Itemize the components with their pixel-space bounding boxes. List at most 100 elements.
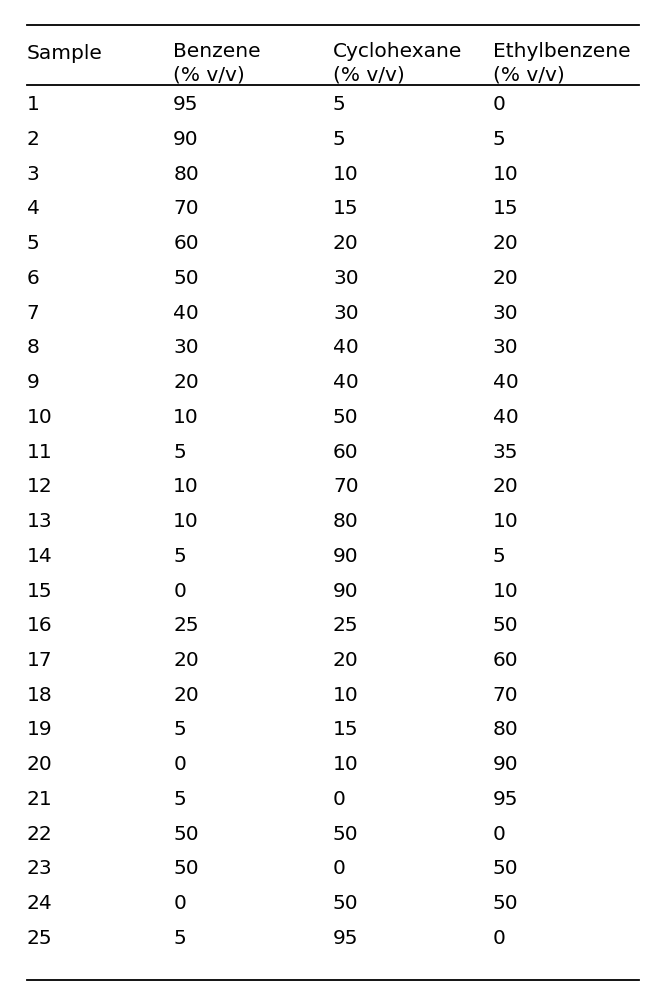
Text: 10: 10 <box>333 755 359 774</box>
Text: 20: 20 <box>27 755 53 774</box>
Text: 0: 0 <box>173 755 186 774</box>
Text: 1: 1 <box>27 95 39 115</box>
Text: 5: 5 <box>333 95 346 115</box>
Text: Benzene: Benzene <box>173 42 261 61</box>
Text: 40: 40 <box>333 373 359 392</box>
Text: 0: 0 <box>333 789 346 809</box>
Text: 90: 90 <box>333 547 358 566</box>
Text: 90: 90 <box>173 130 198 149</box>
Text: 5: 5 <box>493 547 505 566</box>
Text: 5: 5 <box>27 235 39 253</box>
Text: 5: 5 <box>173 929 186 948</box>
Text: 50: 50 <box>333 824 358 843</box>
Text: 95: 95 <box>493 789 518 809</box>
Text: 18: 18 <box>27 686 53 705</box>
Text: 10: 10 <box>333 165 359 184</box>
Text: 25: 25 <box>27 929 52 948</box>
Text: 90: 90 <box>333 582 358 601</box>
Text: 80: 80 <box>173 165 199 184</box>
Text: 20: 20 <box>333 235 359 253</box>
Text: 14: 14 <box>27 547 53 566</box>
Text: 40: 40 <box>493 408 519 427</box>
Text: 9: 9 <box>27 373 39 392</box>
Text: 0: 0 <box>173 582 186 601</box>
Text: 20: 20 <box>493 235 519 253</box>
Text: 3: 3 <box>27 165 39 184</box>
Text: 6: 6 <box>27 268 39 288</box>
Text: 60: 60 <box>333 442 358 462</box>
Text: 20: 20 <box>173 373 199 392</box>
Text: 4: 4 <box>27 200 39 219</box>
Text: (% v/v): (% v/v) <box>333 66 405 85</box>
Text: 20: 20 <box>333 651 359 670</box>
Text: 10: 10 <box>27 408 53 427</box>
Text: 17: 17 <box>27 651 52 670</box>
Text: 7: 7 <box>27 303 39 322</box>
Text: 0: 0 <box>493 929 505 948</box>
Text: 0: 0 <box>493 95 505 115</box>
Text: Ethylbenzene: Ethylbenzene <box>493 42 631 61</box>
Text: 50: 50 <box>173 268 198 288</box>
Text: 2: 2 <box>27 130 39 149</box>
Text: 5: 5 <box>333 130 346 149</box>
Text: Sample: Sample <box>27 44 103 64</box>
Text: 50: 50 <box>173 824 198 843</box>
Text: 90: 90 <box>493 755 518 774</box>
Text: 70: 70 <box>173 200 198 219</box>
Text: 5: 5 <box>173 789 186 809</box>
Text: 8: 8 <box>27 338 39 357</box>
Text: 10: 10 <box>173 512 199 531</box>
Text: 23: 23 <box>27 859 52 878</box>
Text: 16: 16 <box>27 616 52 636</box>
Text: 0: 0 <box>173 894 186 913</box>
Text: 0: 0 <box>333 859 346 878</box>
Text: 40: 40 <box>173 303 199 322</box>
Text: 10: 10 <box>173 408 199 427</box>
Text: 15: 15 <box>333 721 358 740</box>
Text: 5: 5 <box>493 130 505 149</box>
Text: 60: 60 <box>493 651 518 670</box>
Text: 10: 10 <box>173 477 199 496</box>
Text: 35: 35 <box>493 442 518 462</box>
Text: 95: 95 <box>173 95 198 115</box>
Text: 25: 25 <box>173 616 198 636</box>
Text: 10: 10 <box>493 512 519 531</box>
Text: 15: 15 <box>493 200 518 219</box>
Text: 50: 50 <box>173 859 198 878</box>
Text: 50: 50 <box>493 616 518 636</box>
Text: 19: 19 <box>27 721 52 740</box>
Text: 70: 70 <box>333 477 358 496</box>
Text: 12: 12 <box>27 477 53 496</box>
Text: 22: 22 <box>27 824 53 843</box>
Text: (% v/v): (% v/v) <box>173 66 245 85</box>
Text: 15: 15 <box>333 200 358 219</box>
Text: Cyclohexane: Cyclohexane <box>333 42 462 61</box>
Text: 21: 21 <box>27 789 53 809</box>
Text: 24: 24 <box>27 894 53 913</box>
Text: 40: 40 <box>493 373 519 392</box>
Text: 80: 80 <box>493 721 519 740</box>
Text: 30: 30 <box>493 338 518 357</box>
Text: 50: 50 <box>493 894 518 913</box>
Text: 20: 20 <box>173 686 199 705</box>
Text: 50: 50 <box>493 859 518 878</box>
Text: 40: 40 <box>333 338 359 357</box>
Text: 60: 60 <box>173 235 198 253</box>
Text: 10: 10 <box>493 582 519 601</box>
Text: 11: 11 <box>27 442 53 462</box>
Text: 0: 0 <box>493 824 505 843</box>
Text: 80: 80 <box>333 512 359 531</box>
Text: 13: 13 <box>27 512 52 531</box>
Text: 10: 10 <box>493 165 519 184</box>
Text: 50: 50 <box>333 894 358 913</box>
Text: 30: 30 <box>333 268 358 288</box>
Text: 15: 15 <box>27 582 52 601</box>
Text: 20: 20 <box>493 268 519 288</box>
Text: 5: 5 <box>173 547 186 566</box>
Text: 95: 95 <box>333 929 358 948</box>
Text: 50: 50 <box>333 408 358 427</box>
Text: 25: 25 <box>333 616 358 636</box>
Text: 30: 30 <box>493 303 518 322</box>
Text: 10: 10 <box>333 686 359 705</box>
Text: 70: 70 <box>493 686 518 705</box>
